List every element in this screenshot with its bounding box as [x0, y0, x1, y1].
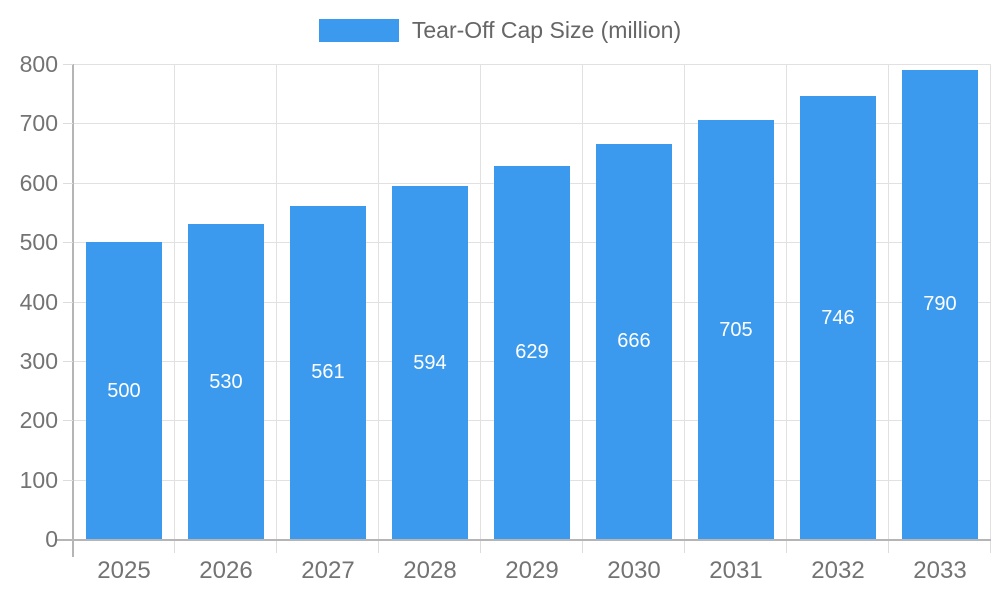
y-axis-label: 200	[19, 407, 58, 434]
y-axis-tick	[63, 360, 73, 362]
bar-2029[interactable]: 629	[494, 165, 570, 539]
y-axis-tick	[63, 242, 73, 244]
gridline-vertical	[888, 64, 889, 539]
bar-value-label: 530	[209, 370, 243, 393]
y-axis-label: 700	[19, 110, 58, 137]
bar-2033[interactable]: 790	[902, 69, 978, 539]
legend-label: Tear-Off Cap Size (million)	[411, 17, 682, 43]
gridline-horizontal	[73, 123, 991, 125]
bar-2028[interactable]: 594	[392, 186, 468, 539]
x-axis-tick	[276, 541, 277, 553]
bar-value-label: 594	[413, 351, 447, 374]
gridline-vertical	[480, 64, 481, 539]
y-axis-label: 300	[19, 347, 58, 374]
x-axis-tick	[174, 541, 175, 553]
x-axis-label: 2029	[505, 557, 559, 584]
gridline-vertical	[684, 64, 685, 539]
bar-value-label: 705	[719, 318, 753, 341]
bar-2027[interactable]: 561	[290, 205, 366, 539]
y-axis-tick	[63, 123, 73, 125]
bar-value-label: 746	[821, 306, 855, 329]
x-axis-tick	[378, 541, 379, 553]
legend-item[interactable]: Tear-Off Cap Size (million)	[0, 17, 1000, 43]
bar-2032[interactable]: 746	[800, 96, 876, 539]
y-axis-tick	[63, 182, 73, 184]
x-axis-tick	[786, 541, 787, 553]
x-axis-tick	[480, 541, 481, 553]
bar-value-label: 790	[923, 293, 957, 316]
gridline-vertical	[786, 64, 787, 539]
x-axis-tick	[582, 541, 583, 553]
bar-value-label: 666	[617, 330, 651, 353]
gridline-vertical	[582, 64, 583, 539]
y-axis-tick	[63, 420, 73, 422]
y-axis-label: 500	[19, 229, 58, 256]
x-axis-label: 2026	[199, 557, 253, 584]
legend-swatch	[318, 18, 399, 42]
bar-2030[interactable]: 666	[596, 143, 672, 539]
gridline-horizontal	[73, 64, 991, 65]
bar-value-label: 500	[107, 379, 141, 402]
y-axis-label: 400	[19, 288, 58, 315]
y-axis-label: 100	[19, 466, 58, 493]
plot-area: 500 530 561 594 629 666 705 746 790	[73, 64, 991, 539]
bar-2031[interactable]: 705	[698, 120, 774, 539]
y-axis-tick	[63, 479, 73, 481]
y-axis-line	[72, 64, 74, 557]
x-axis-line	[55, 539, 991, 541]
gridline-vertical	[378, 64, 379, 539]
y-axis-label: 0	[45, 526, 58, 552]
x-axis-label: 2028	[403, 557, 457, 584]
x-axis-label: 2031	[709, 557, 763, 584]
x-axis-label: 2030	[607, 557, 661, 584]
x-axis-label: 2033	[913, 557, 967, 584]
y-axis-label: 600	[19, 169, 58, 196]
x-axis-tick	[684, 541, 685, 553]
gridline-vertical	[174, 64, 175, 539]
x-axis-tick	[888, 541, 889, 553]
x-axis-label: 2032	[811, 557, 865, 584]
gridline-vertical	[990, 64, 991, 539]
x-axis-label: 2027	[301, 557, 355, 584]
y-axis-tick	[63, 301, 73, 303]
bar-2026[interactable]: 530	[188, 224, 264, 539]
y-axis-label: 800	[19, 51, 58, 77]
x-axis-tick	[990, 541, 991, 553]
x-axis-label: 2025	[97, 557, 151, 584]
bar-value-label: 561	[311, 361, 345, 384]
y-axis-tick	[63, 64, 73, 65]
gridline-vertical	[276, 64, 277, 539]
bar-value-label: 629	[515, 341, 549, 364]
bar-2025[interactable]: 500	[86, 242, 162, 539]
